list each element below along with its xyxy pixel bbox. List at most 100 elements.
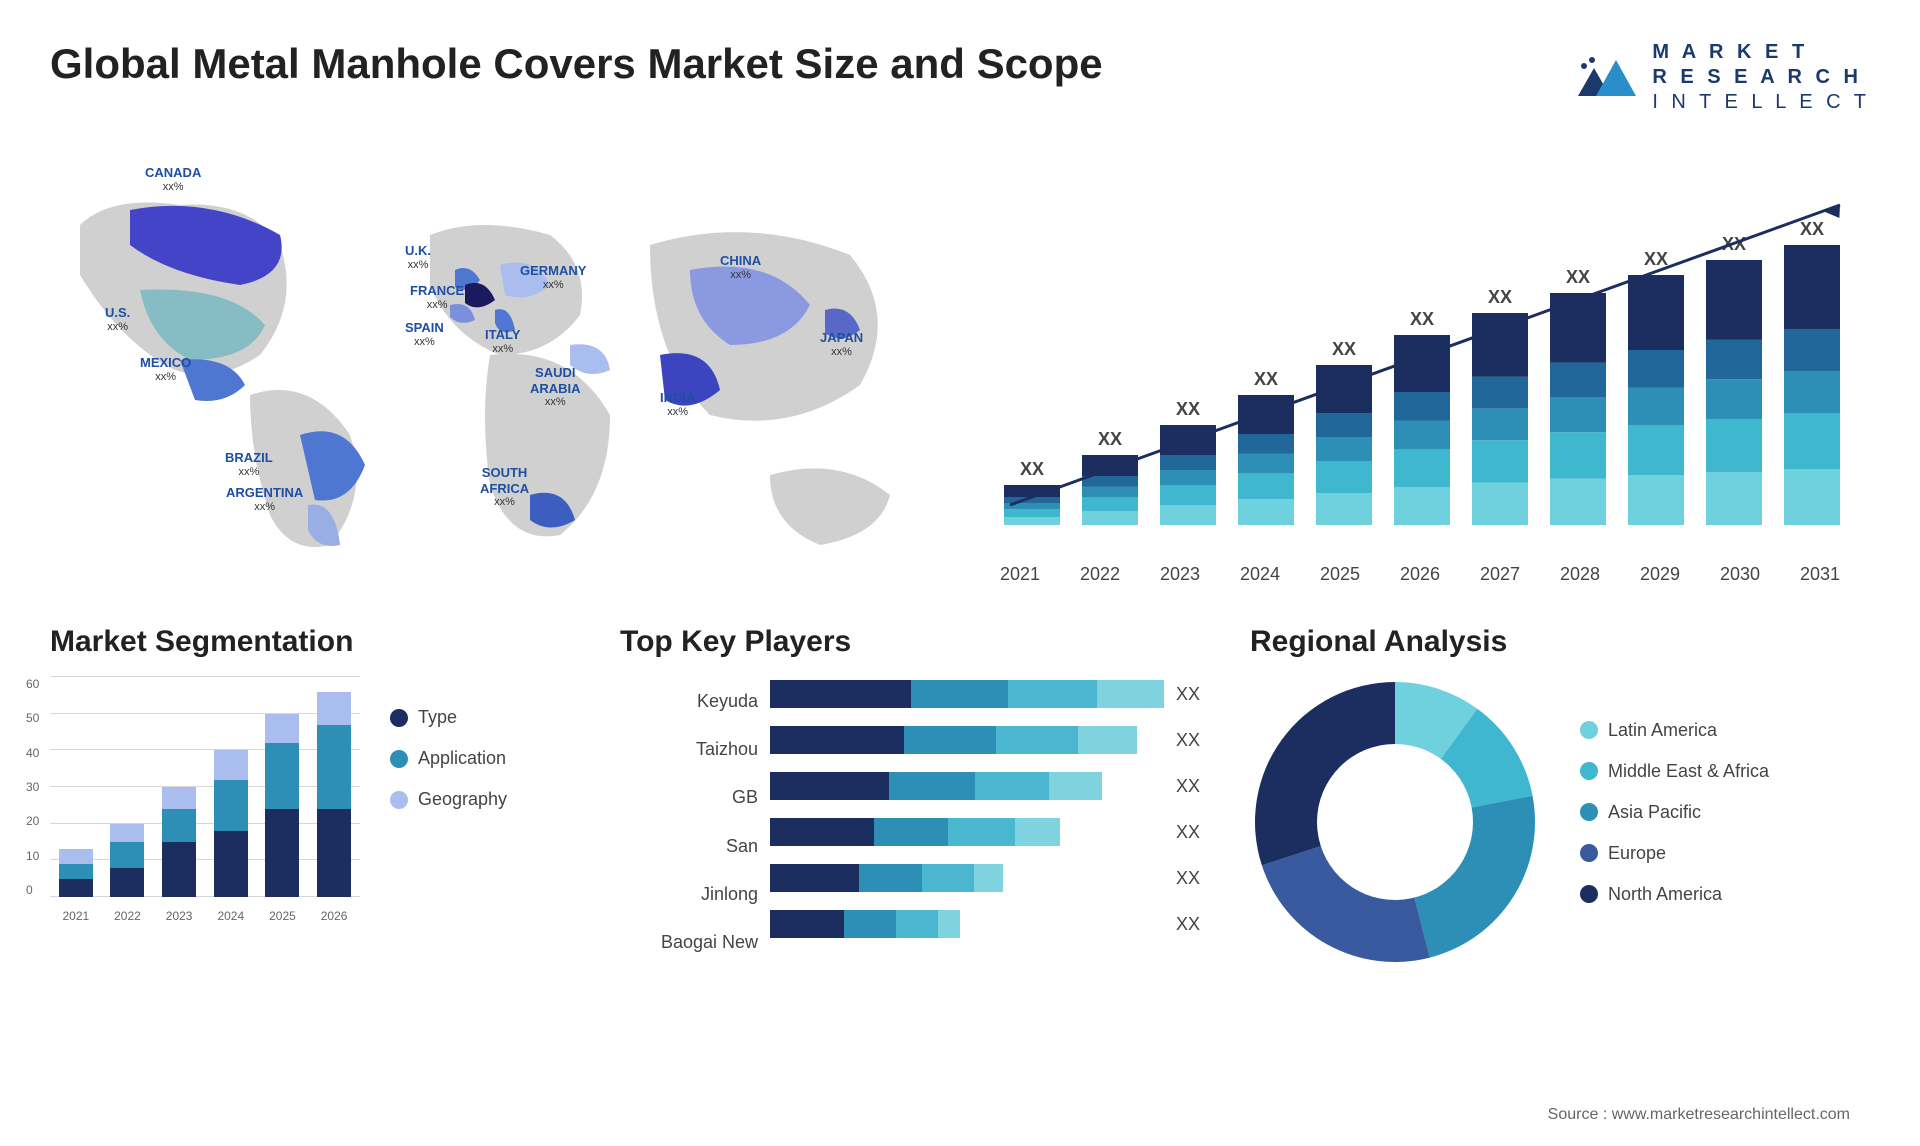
segmentation-bar [317, 692, 351, 897]
growth-bar-label: XX [1254, 369, 1278, 389]
regional-donut [1250, 677, 1540, 967]
growth-bar-label: XX [1332, 339, 1356, 359]
growth-bar-seg [1082, 487, 1138, 498]
players-y-axis: KeyudaTaizhouGBSanJinlongBaogai New [620, 677, 770, 967]
growth-bar-seg [1706, 379, 1762, 419]
growth-year-label: 2025 [1320, 564, 1360, 585]
growth-bar-seg [1784, 371, 1840, 413]
growth-bar-seg [1394, 449, 1450, 487]
map-label-saudiarabia: SAUDIARABIAxx% [530, 365, 581, 409]
growth-bar-seg [1004, 517, 1060, 525]
growth-bar-seg [1394, 487, 1450, 525]
footer-source: Source : www.marketresearchintellect.com [1548, 1106, 1850, 1124]
player-label: GB [620, 787, 758, 808]
growth-bar-seg [1316, 461, 1372, 493]
map-label-canada: CANADAxx% [145, 165, 201, 194]
player-bar: XX [770, 907, 1200, 941]
growth-bar-seg [1082, 476, 1138, 487]
growth-bar-seg [1472, 408, 1528, 440]
map-label-france: FRANCExx% [410, 283, 464, 312]
player-bar: XX [770, 723, 1200, 757]
growth-year-label: 2027 [1480, 564, 1520, 585]
growth-bar-seg [1628, 275, 1684, 350]
growth-year-label: 2021 [1000, 564, 1040, 585]
growth-chart: XXXXXXXXXXXXXXXXXXXXXX 20212022202320242… [980, 155, 1860, 555]
growth-bar-label: XX [1020, 459, 1044, 479]
segmentation-panel: Market Segmentation 0102030405060 202120… [50, 625, 570, 967]
growth-year-label: 2030 [1720, 564, 1760, 585]
segmentation-legend: TypeApplicationGeography [390, 707, 507, 937]
growth-bar-seg [1316, 365, 1372, 413]
growth-bar-seg [1472, 483, 1528, 525]
growth-bar-seg [1550, 479, 1606, 525]
legend-item: Europe [1580, 843, 1769, 864]
player-label: Taizhou [620, 739, 758, 760]
growth-bar-seg [1706, 260, 1762, 340]
logo-icon [1570, 48, 1640, 108]
growth-bar-seg [1628, 425, 1684, 475]
bottom-row: Market Segmentation 0102030405060 202120… [50, 625, 1870, 967]
growth-bar-seg [1628, 350, 1684, 388]
growth-year-label: 2023 [1160, 564, 1200, 585]
map-label-brazil: BRAZILxx% [225, 450, 273, 479]
growth-bar-label: XX [1410, 309, 1434, 329]
player-label: San [620, 836, 758, 857]
growth-year-label: 2024 [1240, 564, 1280, 585]
growth-bar-seg [1706, 340, 1762, 380]
segmentation-bar [265, 714, 299, 897]
growth-bar-seg [1160, 485, 1216, 505]
growth-bar-seg [1160, 455, 1216, 470]
map-label-mexico: MEXICOxx% [140, 355, 191, 384]
legend-item: Type [390, 707, 507, 728]
segmentation-bar [59, 849, 93, 897]
growth-bar-seg [1238, 473, 1294, 499]
growth-bar-seg [1316, 493, 1372, 525]
growth-bar-seg [1550, 432, 1606, 478]
growth-year-label: 2022 [1080, 564, 1120, 585]
growth-bar-seg [1706, 472, 1762, 525]
regional-legend: Latin AmericaMiddle East & AfricaAsia Pa… [1580, 720, 1769, 925]
map-label-india: INDIAxx% [660, 390, 695, 419]
growth-bar-seg [1472, 440, 1528, 482]
growth-bar-seg [1628, 475, 1684, 525]
growth-bar-label: XX [1176, 399, 1200, 419]
growth-bar-label: XX [1800, 219, 1824, 239]
growth-year-label: 2031 [1800, 564, 1840, 585]
player-bar: XX [770, 815, 1200, 849]
legend-item: Latin America [1580, 720, 1769, 741]
logo: M A R K E T R E S E A R C H I N T E L L … [1570, 40, 1870, 115]
map-label-southafrica: SOUTHAFRICAxx% [480, 465, 529, 509]
growth-svg: XXXXXXXXXXXXXXXXXXXXXX [980, 155, 1860, 555]
players-title: Top Key Players [620, 625, 1200, 659]
segmentation-bar [214, 750, 248, 897]
top-row: CANADAxx%U.S.xx%MEXICOxx%BRAZILxx%ARGENT… [50, 155, 1870, 555]
map-label-spain: SPAINxx% [405, 320, 444, 349]
map-label-china: CHINAxx% [720, 253, 761, 282]
growth-bar-seg [1238, 454, 1294, 474]
growth-bar-seg [1784, 329, 1840, 371]
header: Global Metal Manhole Covers Market Size … [50, 40, 1870, 115]
growth-bar-seg [1628, 388, 1684, 426]
growth-bar-seg [1394, 421, 1450, 450]
growth-bar-seg [1784, 469, 1840, 525]
growth-bar-seg [1784, 245, 1840, 329]
map-label-germany: GERMANYxx% [520, 263, 586, 292]
logo-text: M A R K E T R E S E A R C H I N T E L L … [1652, 40, 1870, 115]
segmentation-bar [162, 787, 196, 897]
growth-bar-label: XX [1566, 267, 1590, 287]
segmentation-title: Market Segmentation [50, 625, 570, 659]
growth-bar-seg [1082, 511, 1138, 525]
segmentation-bar [110, 824, 144, 897]
growth-bar-seg [1784, 413, 1840, 469]
player-bar: XX [770, 769, 1200, 803]
growth-bar-seg [1238, 499, 1294, 525]
map-label-us: U.S.xx% [105, 305, 130, 334]
growth-bar-seg [1238, 434, 1294, 454]
player-label: Keyuda [620, 691, 758, 712]
regional-title: Regional Analysis [1250, 625, 1870, 659]
growth-bar-seg [1550, 293, 1606, 363]
growth-bar-label: XX [1098, 429, 1122, 449]
player-label: Baogai New [620, 932, 758, 953]
world-map: CANADAxx%U.S.xx%MEXICOxx%BRAZILxx%ARGENT… [50, 155, 920, 555]
page-title: Global Metal Manhole Covers Market Size … [50, 40, 1103, 88]
